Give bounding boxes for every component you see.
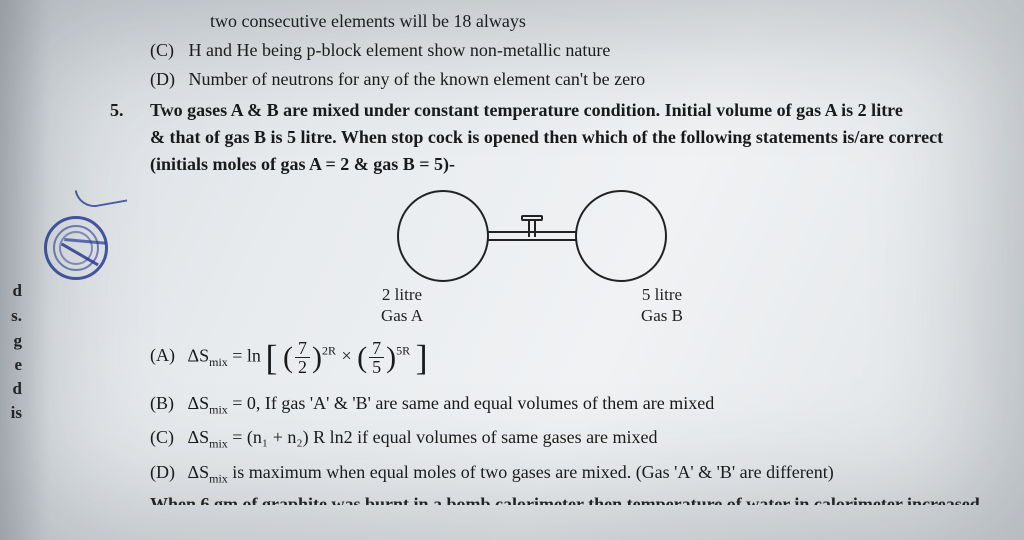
partial-line-bottom: When 6 gm of graphite was burnt in a bom… [150, 491, 984, 505]
edge-letter: e [2, 352, 22, 378]
q5-line3: (initials moles of gas A = 2 & gas B = 5… [150, 151, 984, 178]
option-letter: (D) [150, 459, 184, 486]
prev-option-d: (D) Number of neutrons for any of the kn… [150, 66, 984, 93]
pen-scribble-circle [44, 216, 108, 280]
bulb-b [575, 190, 667, 282]
question-number: 5. [110, 97, 150, 178]
connecting-pipe [487, 231, 577, 241]
pen-scribble-curl [75, 182, 128, 210]
option-letter: (C) [150, 424, 184, 451]
mix-sub: mix [209, 437, 228, 451]
partial-line-top: two consecutive elements will be 18 alwa… [210, 8, 984, 35]
paren-group-1: (72)2R [282, 335, 337, 380]
q5-line2: & that of gas B is 5 litre. When stop co… [150, 124, 984, 151]
edge-letter: is [2, 400, 22, 426]
bulb-a-label: 2 litre Gas A [356, 284, 448, 327]
option-b: (B) ΔSmix = 0, If gas 'A' & 'B' are same… [150, 390, 984, 419]
question-body: Two gases A & B are mixed under constant… [150, 97, 984, 178]
two-bulb-diagram: 2 litre Gas A 5 litre Gas B [352, 190, 712, 327]
left-bracket-icon: [ [265, 337, 277, 377]
right-bracket-icon: ] [416, 337, 428, 377]
q5-line1: Two gases A & B are mixed under constant… [150, 97, 984, 124]
option-letter: (D) [150, 66, 184, 93]
edge-letter: d [2, 278, 22, 304]
question-5: 5. Two gases A & B are mixed under const… [110, 97, 984, 178]
option-letter: (A) [150, 342, 184, 369]
mix-sub: mix [209, 402, 228, 416]
prev-option-c: (C) H and He being p-block element show … [150, 37, 984, 64]
delta-s: ΔS [188, 427, 210, 447]
option-c: (C) ΔSmix = (n₁ + n₂) R ln2 if equal vol… [150, 424, 984, 453]
option-text: = (n₁ + n₂) R ln2 if equal volumes of sa… [232, 427, 657, 447]
edge-letter: s. [2, 303, 22, 329]
option-d: (D) ΔSmix is maximum when equal moles of… [150, 459, 984, 488]
edge-letter: d [2, 376, 22, 402]
times-symbol: × [341, 345, 356, 365]
equals-ln: = ln [232, 345, 265, 365]
mix-sub: mix [209, 471, 228, 485]
option-a: (A) ΔSmix = ln [ (72)2R × (75)5R ] [150, 335, 984, 380]
bulb-a [397, 190, 489, 282]
option-text: H and He being p-block element show non-… [189, 40, 611, 60]
delta-s: ΔS [188, 462, 210, 482]
option-text: = 0, If gas 'A' & 'B' are same and equal… [232, 393, 714, 413]
option-text: is maximum when equal moles of two gases… [232, 462, 833, 482]
stopcock-icon [521, 219, 543, 239]
delta-s: ΔS [188, 393, 210, 413]
mix-sub: mix [209, 355, 228, 369]
delta-s: ΔS [188, 345, 210, 365]
option-letter: (B) [150, 390, 184, 417]
option-text: Number of neutrons for any of the known … [189, 69, 646, 89]
bulb-b-label: 5 litre Gas B [616, 284, 708, 327]
option-letter: (C) [150, 37, 184, 64]
paren-group-2: (75)5R [356, 335, 411, 380]
edge-letter: g [2, 328, 22, 354]
